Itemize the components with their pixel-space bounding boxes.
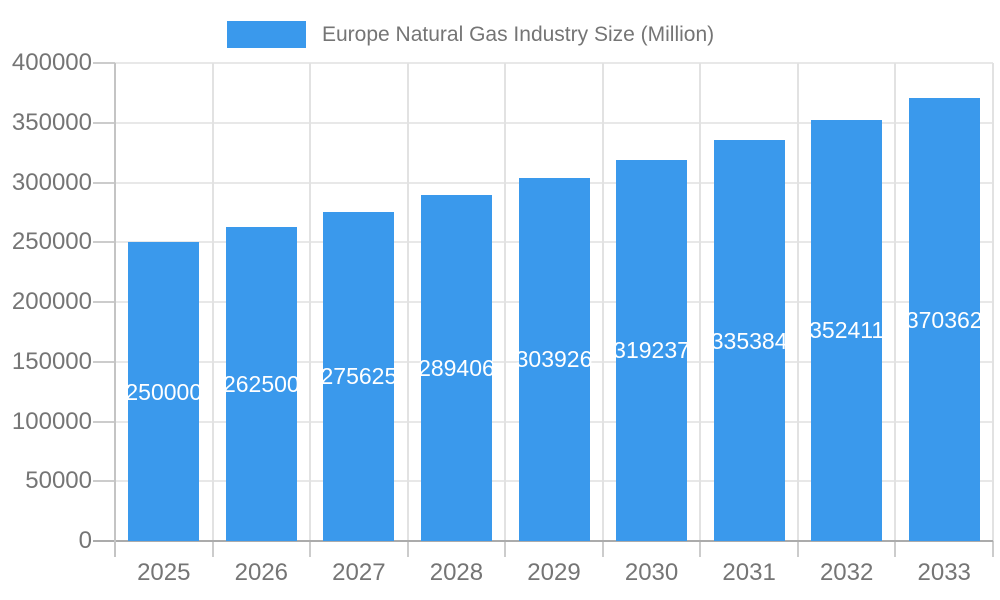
x-axis-tick <box>894 541 897 557</box>
x-gridline <box>211 63 214 541</box>
bar-2025[interactable] <box>128 242 200 541</box>
x-axis-label-2030: 2030 <box>624 559 679 586</box>
x-axis-label-2029: 2029 <box>527 559 581 586</box>
x-axis-label-2031: 2031 <box>722 559 776 586</box>
y-axis-tick <box>93 121 115 124</box>
x-axis-label-2025: 2025 <box>137 559 191 586</box>
y-axis-tick-label: 150000 <box>11 347 92 375</box>
bar-2033[interactable] <box>908 98 980 541</box>
x-axis-label-2032: 2032 <box>819 559 874 586</box>
bar-2032[interactable] <box>811 119 883 541</box>
y-axis-tick-label: 100000 <box>11 407 92 435</box>
x-gridline <box>406 63 409 541</box>
x-axis-tick <box>504 541 507 557</box>
x-gridline <box>992 63 994 541</box>
y-axis-tick <box>93 181 115 184</box>
x-gridline <box>796 63 799 541</box>
y-axis-tick-label: 350000 <box>11 108 92 136</box>
x-axis-line <box>93 540 993 542</box>
y-axis-tick-label: 200000 <box>11 288 92 315</box>
x-axis-tick <box>211 541 214 557</box>
x-axis-tick <box>601 541 604 557</box>
x-axis-tick <box>699 541 702 557</box>
x-axis-label-2027: 2027 <box>332 559 386 586</box>
x-axis-label-2033: 2033 <box>917 559 971 586</box>
legend-swatch-icon[interactable] <box>227 21 306 48</box>
y-axis-tick <box>93 420 115 423</box>
x-axis-label-2026: 2026 <box>234 559 289 586</box>
y-axis-tick <box>93 360 115 363</box>
x-gridline <box>699 63 702 541</box>
y-axis-tick-label: 250000 <box>11 228 92 256</box>
x-gridline <box>504 63 507 541</box>
y-axis-tick <box>93 62 115 64</box>
y-axis-tick-label: 300000 <box>11 168 92 196</box>
x-axis-tick <box>406 541 409 557</box>
bar-2031[interactable] <box>713 140 785 541</box>
bar-2028[interactable] <box>420 195 492 541</box>
y-axis-tick <box>93 301 115 303</box>
x-axis-tick <box>796 541 799 557</box>
x-gridline <box>309 63 312 541</box>
x-axis-tick <box>309 541 312 557</box>
bar-2027[interactable] <box>323 211 395 541</box>
y-axis-tick-label: 50000 <box>25 467 92 495</box>
bar-2029[interactable] <box>518 177 590 541</box>
x-gridline <box>894 63 897 541</box>
bar-2026[interactable] <box>225 227 297 541</box>
y-axis-tick <box>93 480 115 483</box>
y-axis-tick <box>93 241 115 244</box>
y-axis-tick-label: 400000 <box>11 49 92 76</box>
bar-2030[interactable] <box>616 159 688 541</box>
legend-label[interactable]: Europe Natural Gas Industry Size (Millio… <box>322 23 715 46</box>
x-axis-label-2028: 2028 <box>429 559 484 586</box>
legend[interactable]: Europe Natural Gas Industry Size (Millio… <box>227 21 714 48</box>
y-axis-line <box>114 63 116 557</box>
y-axis-tick-label: 0 <box>78 527 92 554</box>
x-axis-tick <box>992 541 994 557</box>
x-gridline <box>601 63 604 541</box>
y-gridline <box>115 121 993 124</box>
y-gridline <box>115 62 993 64</box>
